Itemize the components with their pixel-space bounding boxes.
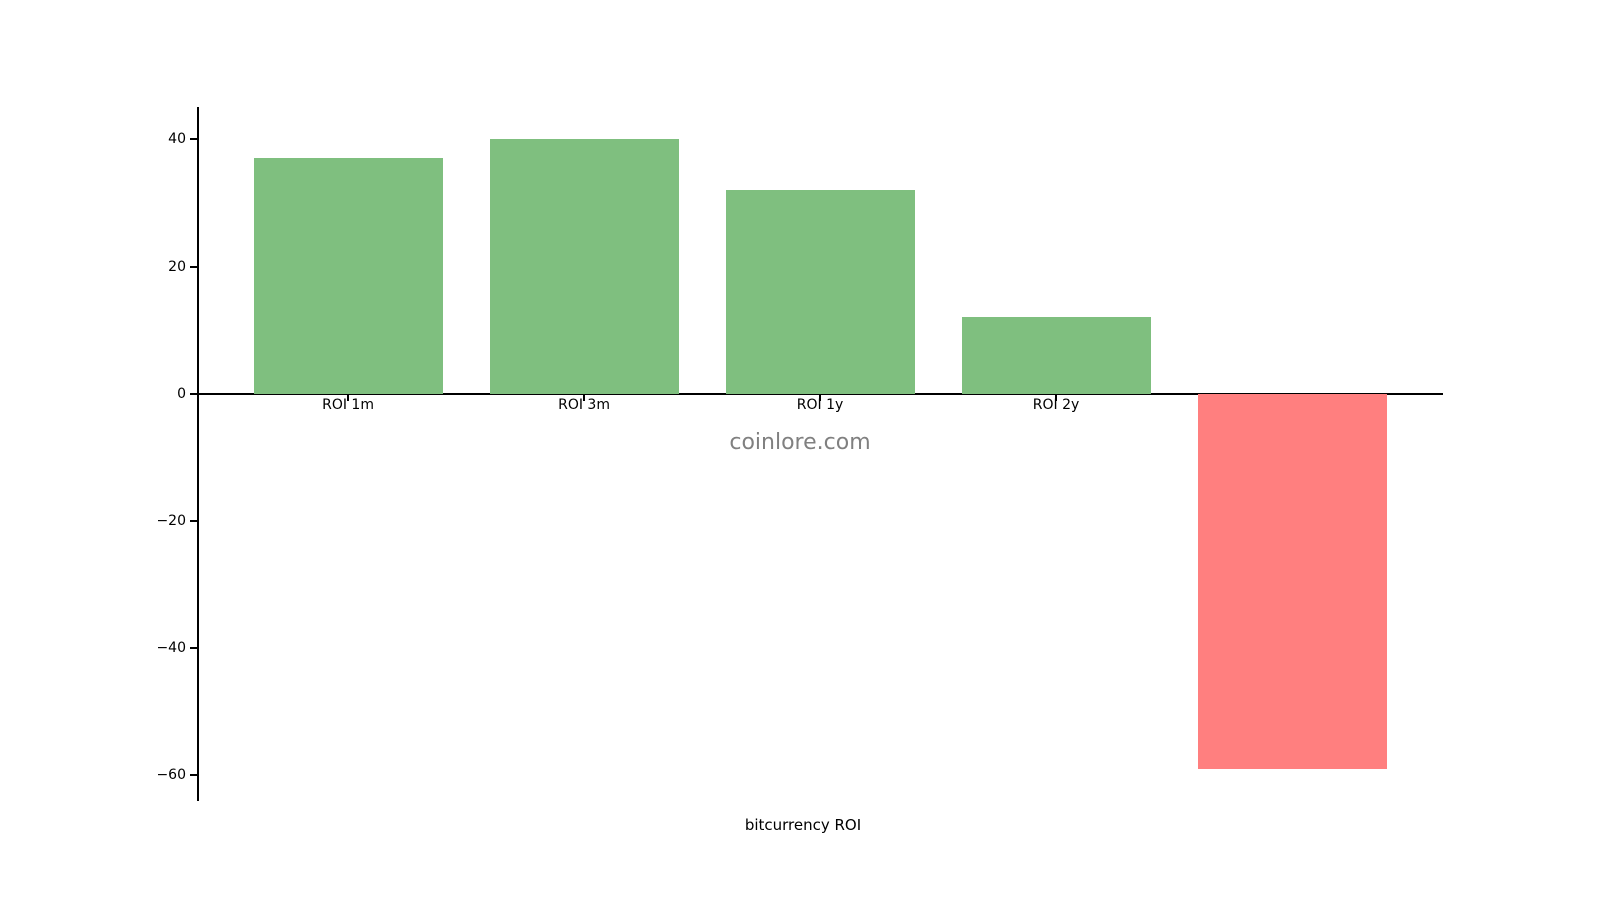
x-tick-mark bbox=[819, 394, 822, 401]
bar-roi-3m bbox=[489, 139, 679, 394]
bar-roi-1m bbox=[253, 158, 443, 394]
bar-unlabeled bbox=[1197, 393, 1387, 769]
x-axis-title: bitcurrency ROI bbox=[744, 816, 862, 834]
y-tick-label: −20 bbox=[156, 512, 186, 529]
x-tick-label: ROI 3m bbox=[558, 397, 610, 413]
x-tick-mark bbox=[583, 394, 586, 401]
bar-roi-1y bbox=[725, 190, 915, 394]
y-tick-mark bbox=[190, 646, 197, 649]
y-tick-mark bbox=[190, 138, 197, 141]
y-tick-label: −60 bbox=[156, 766, 186, 783]
bar-roi-2y bbox=[961, 317, 1151, 394]
watermark-text: coinlore.com bbox=[729, 430, 871, 455]
x-tick-label: ROI 2y bbox=[1032, 397, 1080, 413]
x-tick-mark bbox=[347, 394, 350, 401]
y-tick-mark bbox=[190, 392, 197, 395]
y-tick-mark bbox=[190, 519, 197, 522]
x-tick-label: ROI 1y bbox=[796, 397, 844, 413]
x-tick-mark bbox=[1055, 394, 1058, 401]
y-tick-label: −40 bbox=[156, 639, 186, 656]
y-tick-label: 0 bbox=[177, 385, 186, 402]
y-tick-mark bbox=[190, 773, 197, 776]
y-tick-mark bbox=[190, 265, 197, 268]
y-tick-label: 40 bbox=[168, 131, 186, 148]
x-tick-label: ROI 1m bbox=[322, 397, 374, 413]
y-axis-line bbox=[197, 107, 199, 801]
y-tick-label: 20 bbox=[168, 258, 186, 275]
